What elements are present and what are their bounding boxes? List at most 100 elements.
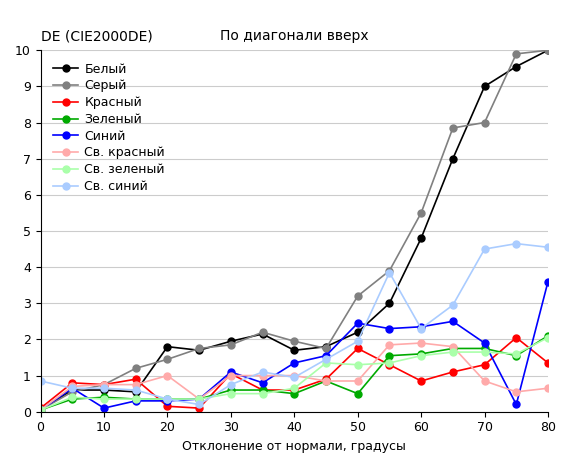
Св. зеленый: [259, 391, 266, 396]
Св. синий: [354, 338, 361, 344]
Св. синий: [100, 386, 107, 391]
Line: Св. зеленый: Св. зеленый: [37, 334, 552, 413]
Св. синий: [132, 387, 139, 393]
Белый: [259, 331, 266, 337]
Белый: [323, 344, 329, 350]
Синий: [164, 398, 171, 404]
Белый: [196, 347, 203, 353]
Серый: [323, 346, 329, 351]
Св. красный: [354, 378, 361, 384]
Св. зеленый: [545, 335, 552, 340]
Line: Белый: Белый: [37, 47, 552, 413]
Красный: [291, 387, 297, 393]
Св. синий: [323, 357, 329, 362]
Красный: [386, 362, 393, 367]
Красный: [196, 405, 203, 411]
Красный: [545, 360, 552, 366]
Св. красный: [418, 340, 425, 346]
Св. синий: [164, 396, 171, 402]
Св. зеленый: [132, 396, 139, 402]
Зеленый: [545, 333, 552, 339]
Серый: [132, 366, 139, 371]
Синий: [354, 321, 361, 326]
Красный: [100, 382, 107, 388]
Св. синий: [291, 374, 297, 380]
Синий: [323, 353, 329, 358]
Белый: [132, 389, 139, 395]
Line: Синий: Синий: [37, 278, 552, 413]
Зеленый: [481, 346, 488, 351]
Св. синий: [196, 402, 203, 407]
Св. красный: [481, 378, 488, 384]
Белый: [513, 64, 520, 69]
Серый: [481, 120, 488, 125]
Св. красный: [545, 386, 552, 391]
Белый: [291, 347, 297, 353]
Зеленый: [354, 391, 361, 396]
Белый: [164, 344, 171, 350]
Св. красный: [259, 373, 266, 379]
Синий: [37, 407, 44, 413]
Зеленый: [449, 346, 456, 351]
Св. синий: [259, 369, 266, 375]
Зеленый: [386, 353, 393, 358]
Белый: [481, 84, 488, 89]
Зеленый: [513, 353, 520, 358]
Св. зеленый: [513, 351, 520, 357]
Line: Серый: Серый: [37, 47, 552, 413]
Зеленый: [291, 391, 297, 396]
Зеленый: [37, 407, 44, 413]
Белый: [545, 47, 552, 53]
Св. красный: [37, 407, 44, 413]
Зеленый: [132, 396, 139, 402]
Серый: [69, 389, 76, 395]
Белый: [354, 329, 361, 335]
Белый: [69, 387, 76, 393]
Line: Красный: Красный: [37, 334, 552, 411]
Синий: [481, 340, 488, 346]
Синий: [196, 396, 203, 402]
Белый: [386, 300, 393, 306]
Красный: [37, 405, 44, 411]
Синий: [227, 369, 234, 375]
Св. синий: [545, 244, 552, 250]
Зеленый: [100, 395, 107, 400]
Св. зеленый: [449, 349, 456, 355]
Синий: [513, 402, 520, 407]
Зеленый: [418, 351, 425, 357]
Красный: [481, 362, 488, 367]
Legend: Белый, Серый, Красный, Зеленый, Синий, Св. красный, Св. зеленый, Св. синий: Белый, Серый, Красный, Зеленый, Синий, С…: [47, 57, 171, 199]
Св. красный: [291, 373, 297, 379]
Зеленый: [196, 396, 203, 402]
Св. зеленый: [227, 391, 234, 396]
Line: Св. красный: Св. красный: [37, 340, 552, 413]
Св. красный: [196, 396, 203, 402]
Синий: [291, 360, 297, 366]
Св. зеленый: [69, 395, 76, 400]
Красный: [418, 378, 425, 384]
Красный: [323, 376, 329, 382]
Серый: [386, 268, 393, 274]
Св. зеленый: [323, 360, 329, 366]
Text: DE (CIE2000DE): DE (CIE2000DE): [41, 29, 152, 43]
Красный: [259, 387, 266, 393]
Синий: [100, 405, 107, 411]
Св. красный: [386, 342, 393, 348]
Синий: [69, 386, 76, 391]
Св. красный: [323, 378, 329, 384]
Синий: [418, 324, 425, 329]
Св. синий: [449, 302, 456, 308]
Св. синий: [37, 378, 44, 384]
Зеленый: [259, 387, 266, 393]
Синий: [386, 326, 393, 331]
Белый: [37, 407, 44, 413]
Line: Зеленый: Зеленый: [37, 332, 552, 413]
Св. красный: [132, 382, 139, 388]
Красный: [354, 346, 361, 351]
Св. красный: [69, 384, 76, 389]
Серый: [291, 338, 297, 344]
Серый: [354, 293, 361, 299]
Синий: [132, 398, 139, 404]
Серый: [100, 382, 107, 388]
Св. красный: [449, 344, 456, 350]
